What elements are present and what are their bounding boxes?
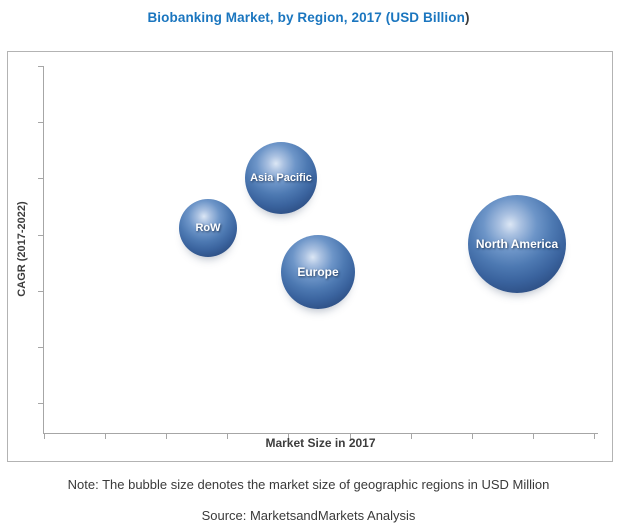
y-axis-tick — [38, 291, 43, 292]
x-axis-tick — [288, 434, 289, 439]
x-axis-tick — [166, 434, 167, 439]
x-axis-tick — [105, 434, 106, 439]
x-axis-tick — [350, 434, 351, 439]
bubble-label: Europe — [297, 265, 339, 279]
y-axis-tick — [38, 66, 43, 67]
y-axis-tick — [38, 403, 43, 404]
x-axis-line — [43, 433, 598, 434]
source-text: Source: MarketsandMarkets Analysis — [201, 508, 416, 523]
y-axis-label: CAGR (2017-2022) — [16, 201, 28, 297]
chart-title-suffix: ) — [464, 10, 470, 25]
y-axis-line — [43, 66, 44, 433]
bubble-north-america: North America — [468, 195, 566, 293]
bubble-europe: Europe — [281, 235, 355, 309]
note-text: Note: The bubble size denotes the market… — [67, 477, 550, 492]
x-axis-tick — [411, 434, 412, 439]
x-axis-tick — [533, 434, 534, 439]
bubble-label: Asia Pacific — [250, 172, 312, 184]
x-axis-tick — [227, 434, 228, 439]
bubble-asia-pacific: Asia Pacific — [245, 142, 317, 214]
x-axis-tick — [472, 434, 473, 439]
chart-title: Biobanking Market, by Region, 2017 (USD … — [0, 10, 617, 25]
bubble-label: RoW — [195, 222, 221, 234]
bubble-label: North America — [475, 237, 559, 251]
y-axis-tick — [38, 122, 43, 123]
y-axis-tick — [38, 235, 43, 236]
y-axis-tick — [38, 178, 43, 179]
plot-area: CAGR (2017-2022) RoW Asia Pacific Europe No… — [7, 51, 613, 462]
y-axis-tick — [38, 347, 43, 348]
bubble-row: RoW — [179, 199, 237, 257]
x-axis-tick — [594, 434, 595, 439]
chart-title-main: Biobanking Market, by Region, 2017 (USD … — [147, 10, 465, 25]
x-axis-label: Market Size in 2017 — [265, 436, 376, 450]
x-axis-tick — [44, 434, 45, 439]
